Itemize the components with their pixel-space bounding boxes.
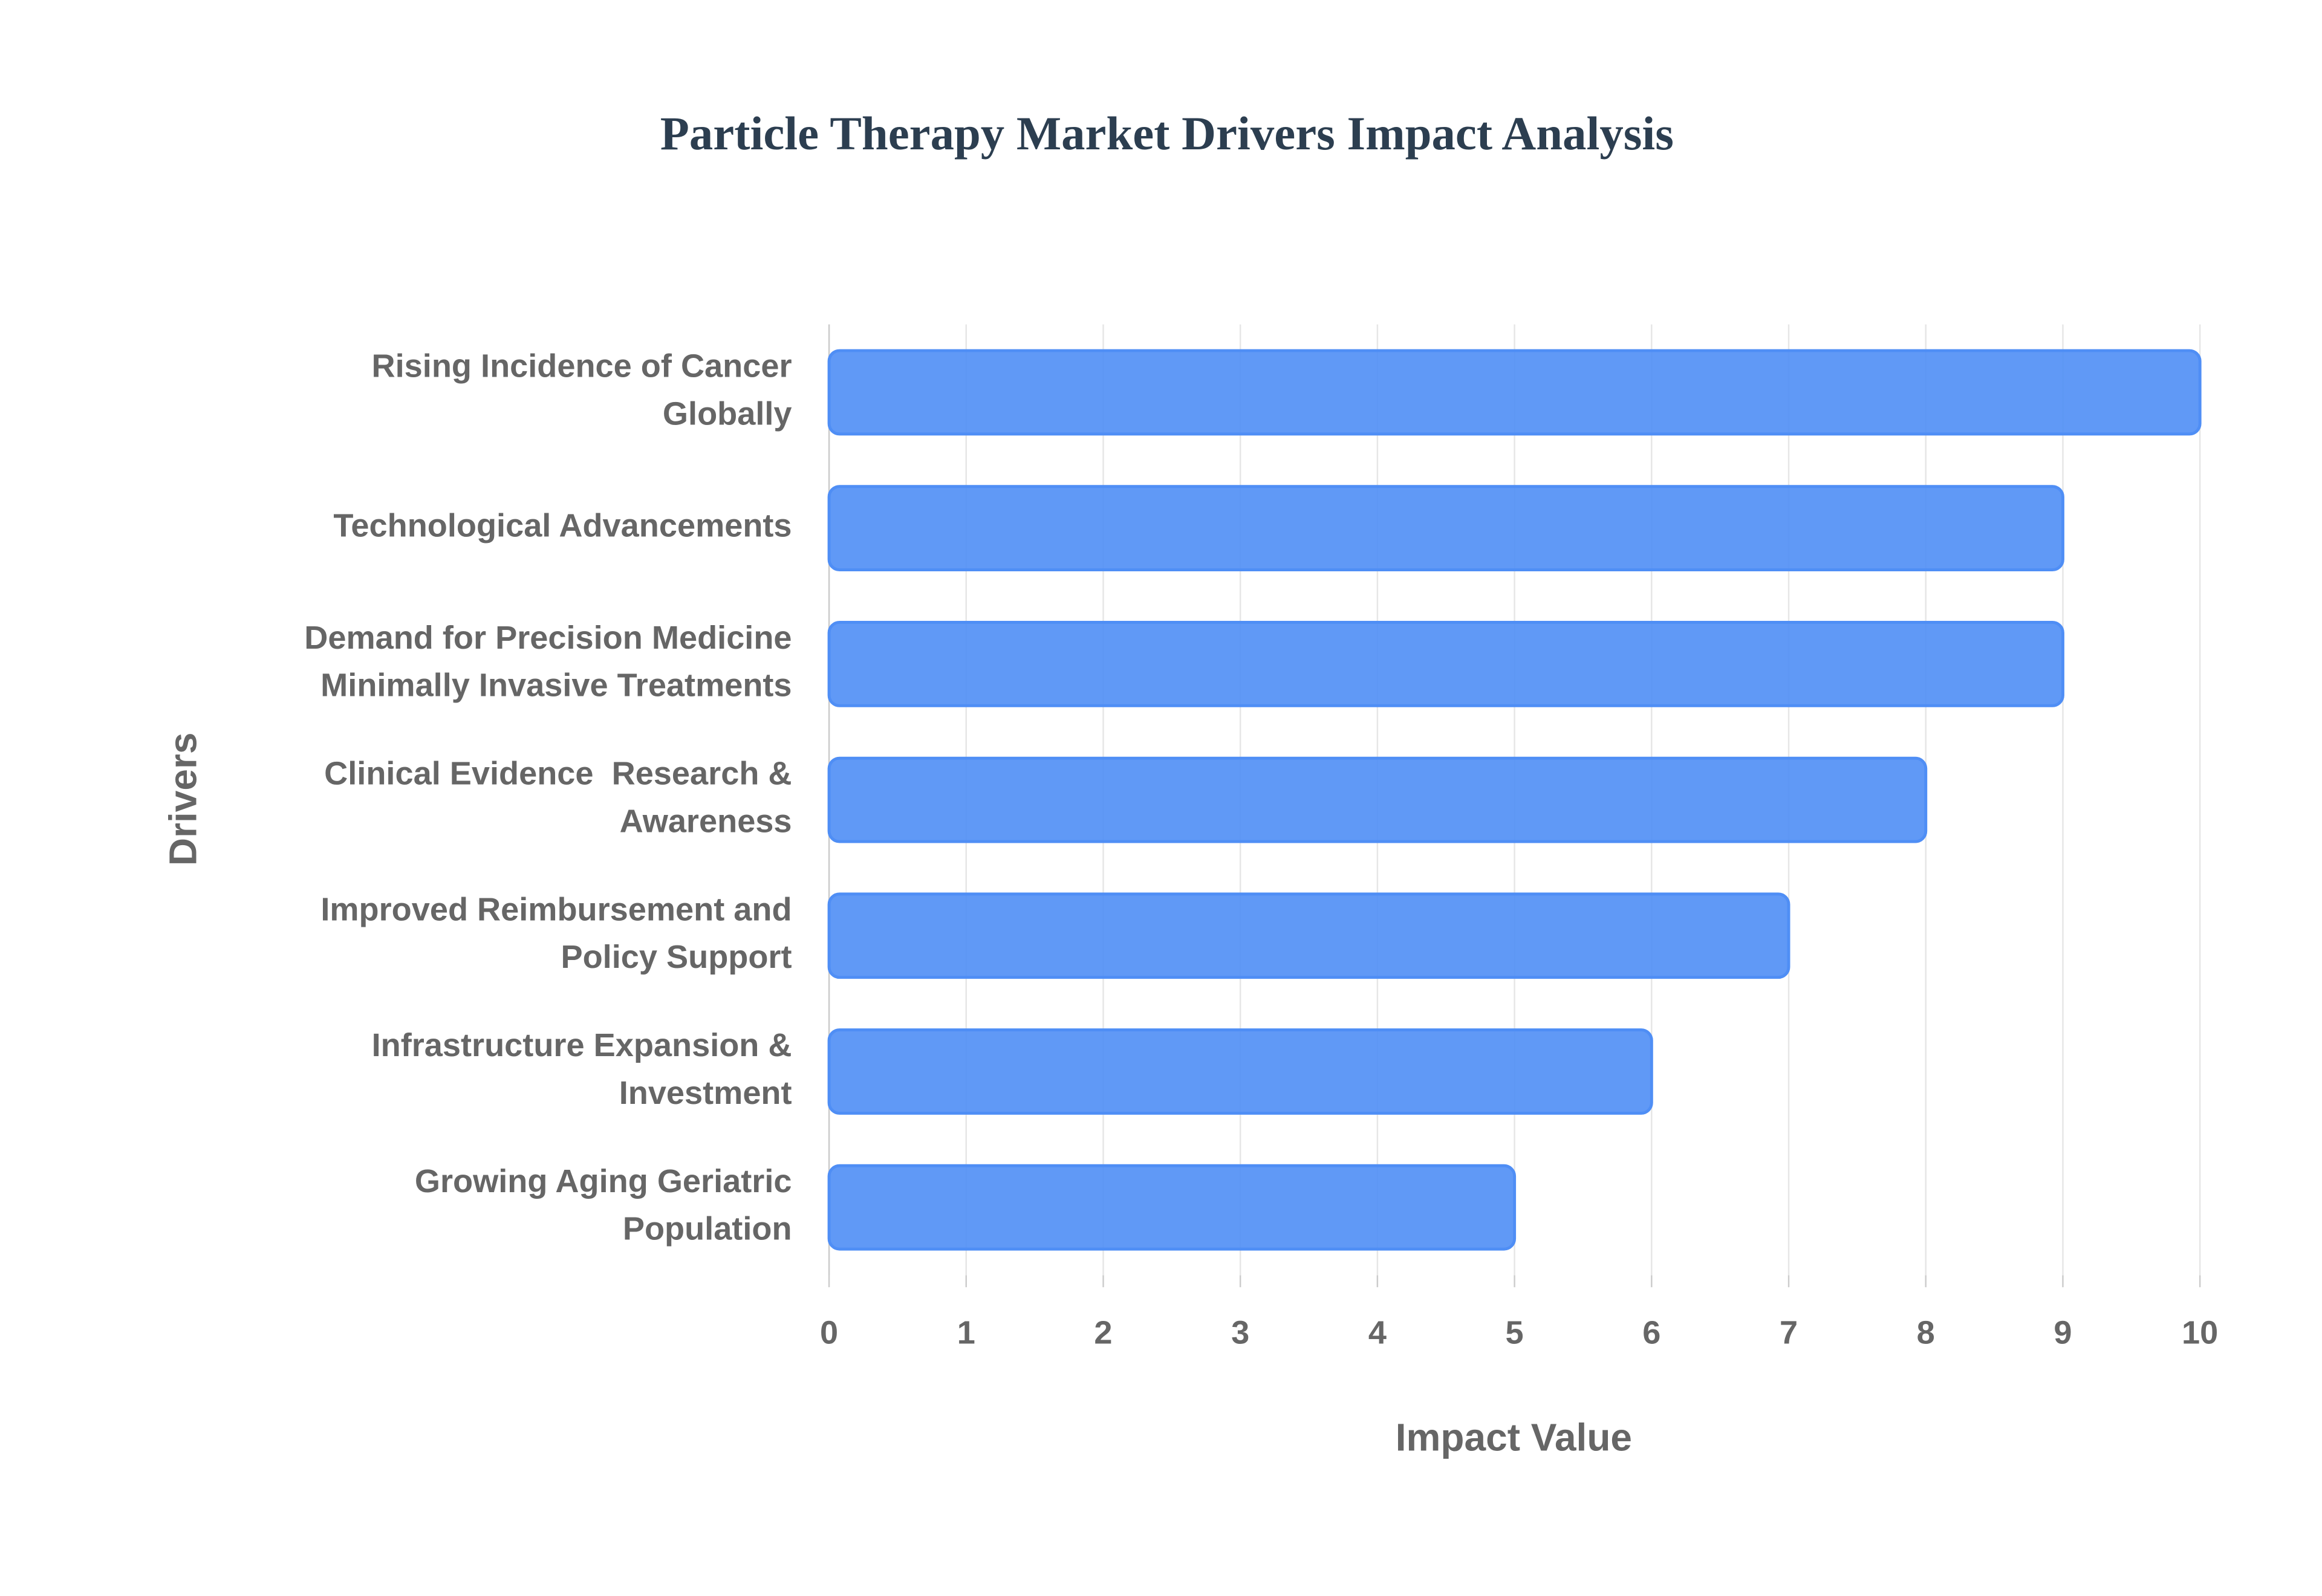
bar: [827, 1164, 1517, 1251]
bar: [827, 620, 2064, 707]
y-tick-label: Improved Reimbursement and Policy Support: [320, 892, 792, 976]
y-tick-label: Technological Advancements: [333, 508, 792, 544]
x-tick-label: 1: [957, 1314, 975, 1351]
x-tick-label: 10: [2182, 1314, 2218, 1351]
x-axis-title: Impact Value: [1396, 1416, 1632, 1459]
x-tick-label: 2: [1094, 1314, 1112, 1351]
x-tick-label: 5: [1506, 1314, 1524, 1351]
bar: [827, 756, 1928, 843]
y-tick-label: Infrastructure Expansion & Investment: [372, 1027, 792, 1111]
bar: [827, 485, 2064, 572]
y-tick-label: Rising Incidence of Cancer Globally: [372, 348, 792, 432]
x-tick-label: 3: [1231, 1314, 1249, 1351]
y-tick-label: Clinical Evidence Research & Awareness: [324, 756, 792, 840]
bar: [827, 892, 1790, 979]
y-axis-title: Drivers: [161, 733, 205, 866]
y-tick-label: Demand for Precision Medicine Minimally I…: [304, 620, 792, 704]
bar: [827, 349, 2202, 436]
y-tick-label: Growing Aging Geriatric Population: [415, 1163, 792, 1247]
x-tick-label: 9: [2054, 1314, 2072, 1351]
x-tick-label: 8: [1917, 1314, 1935, 1351]
x-tick-label: 7: [1780, 1314, 1798, 1351]
chart-title: Particle Therapy Market Drivers Impact A…: [660, 108, 1674, 160]
x-tick-label: 0: [820, 1314, 838, 1351]
x-tick-label: 4: [1368, 1314, 1387, 1351]
x-tick-label: 6: [1642, 1314, 1660, 1351]
bar: [827, 1028, 1653, 1115]
